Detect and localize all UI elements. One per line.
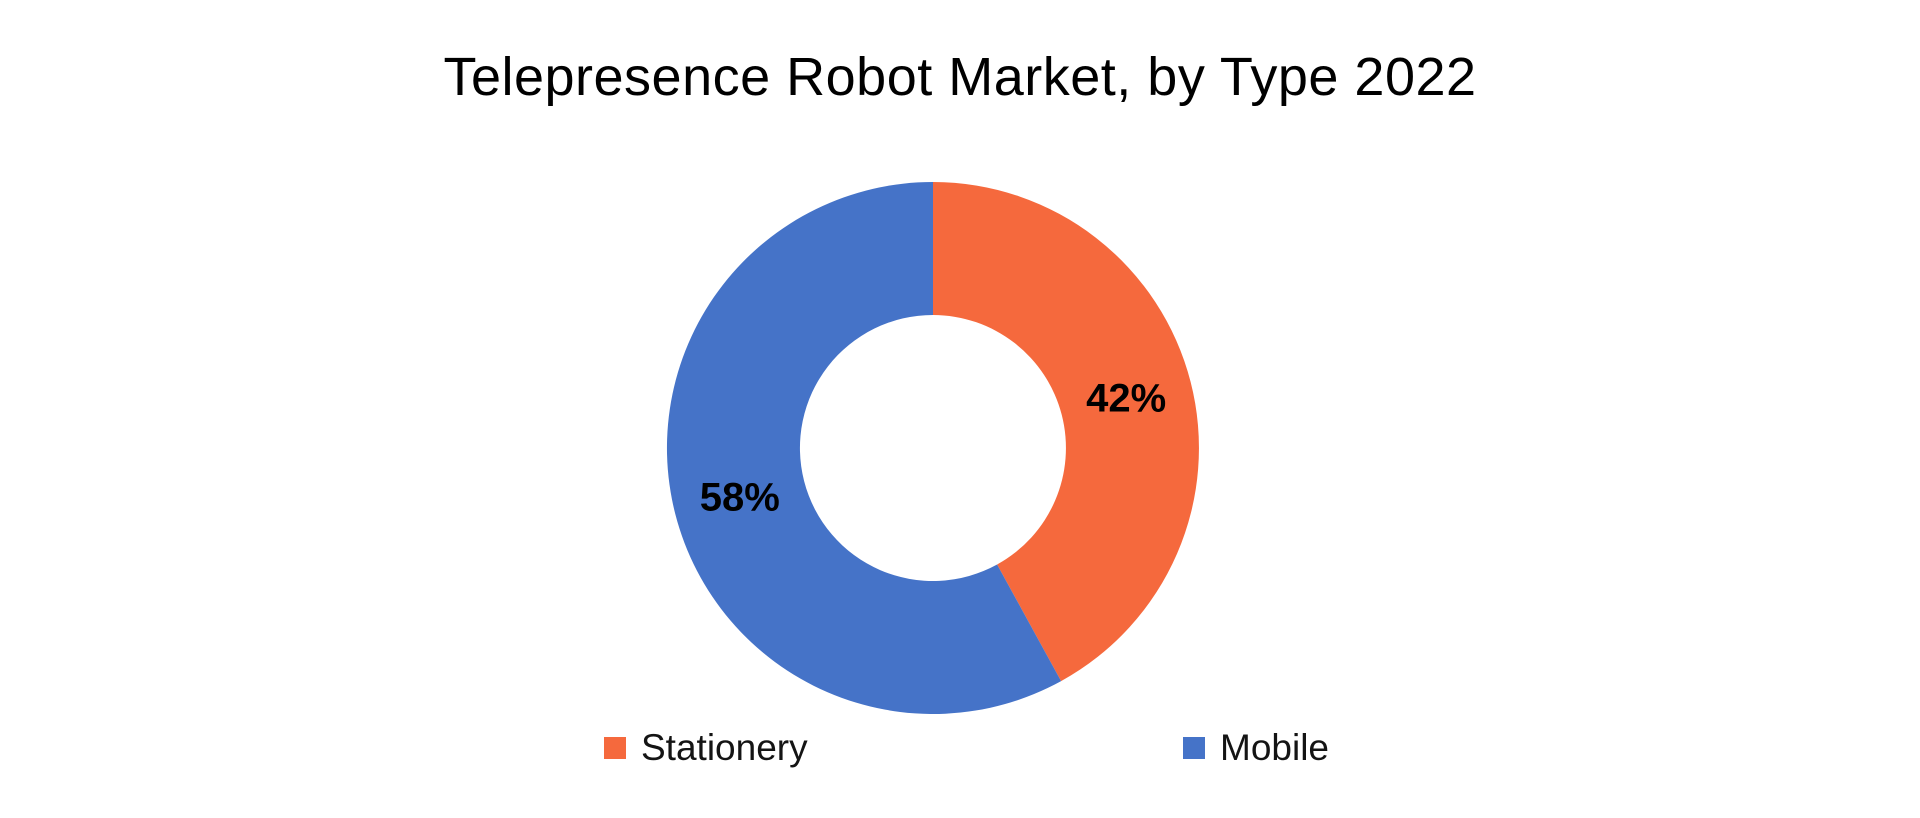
legend-item-mobile[interactable]: Mobile bbox=[1183, 729, 1329, 766]
donut-slice-mobile[interactable] bbox=[666, 182, 1062, 714]
legend-label-stationery: Stationery bbox=[641, 727, 808, 768]
data-label-mobile: 58% bbox=[700, 476, 780, 520]
legend-item-stationery[interactable]: Stationery bbox=[604, 729, 808, 766]
donut-slice-stationery[interactable] bbox=[933, 182, 1199, 682]
legend-label-mobile: Mobile bbox=[1220, 727, 1329, 768]
data-label-stationery: 42% bbox=[1086, 376, 1166, 420]
legend-swatch-stationery bbox=[604, 736, 626, 759]
legend-swatch-mobile bbox=[1183, 736, 1205, 759]
donut-slices bbox=[666, 182, 1199, 714]
chart-title: Telepresence Robot Market, by Type 2022 bbox=[443, 47, 1477, 107]
